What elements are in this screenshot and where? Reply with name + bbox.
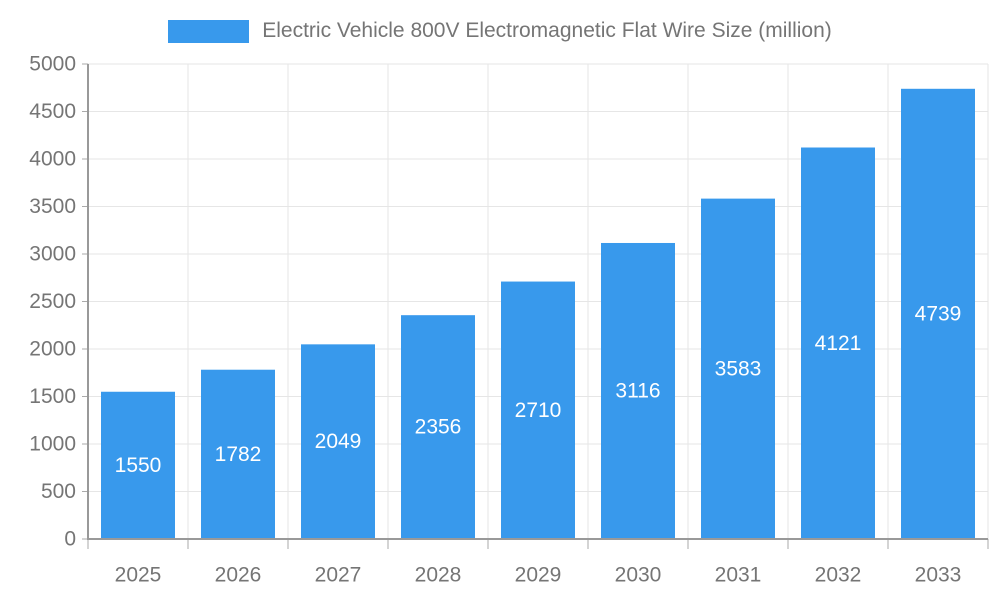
x-tick-label: 2025 (115, 564, 162, 587)
bar[interactable] (901, 88, 975, 540)
bar-value-label: 1782 (215, 443, 262, 466)
bar[interactable] (801, 147, 875, 539)
x-tick-label: 2026 (215, 564, 262, 587)
x-tick-label: 2030 (615, 564, 662, 587)
bar[interactable] (701, 198, 775, 540)
bar-value-label: 3583 (715, 357, 762, 380)
bar-value-label: 3116 (615, 379, 660, 402)
y-tick-label: 1000 (29, 433, 76, 456)
legend-item[interactable]: Electric Vehicle 800V Electromagnetic Fl… (0, 18, 1000, 44)
y-tick-label: 4000 (29, 148, 76, 171)
y-tick-label: 3500 (29, 195, 76, 218)
legend-label[interactable]: Electric Vehicle 800V Electromagnetic Fl… (262, 19, 832, 42)
bar-value-label: 4739 (915, 302, 962, 325)
y-tick-label: 0 (64, 528, 76, 551)
x-tick-label: 2029 (515, 564, 562, 587)
x-tick-label: 2028 (415, 564, 462, 587)
y-tick-label: 500 (41, 480, 76, 503)
bar[interactable] (601, 242, 675, 540)
bar[interactable] (401, 315, 475, 539)
y-tick-label: 2500 (29, 290, 76, 313)
y-tick-label: 5000 (29, 53, 76, 76)
bar[interactable] (501, 281, 575, 539)
y-tick-label: 2000 (29, 338, 76, 361)
x-tick-label: 2027 (315, 564, 362, 587)
bar-value-label: 2356 (415, 416, 462, 439)
x-tick-label: 2032 (815, 564, 862, 587)
y-tick-label: 1500 (29, 385, 76, 408)
bar[interactable] (201, 369, 275, 539)
legend-swatch[interactable] (168, 19, 250, 43)
x-tick-label: 2033 (915, 564, 962, 587)
bar[interactable] (101, 391, 175, 539)
y-tick-label: 3000 (29, 243, 76, 266)
bar-value-label: 2710 (515, 399, 562, 422)
bar-value-label: 4121 (815, 332, 862, 355)
x-tick-label: 2031 (715, 564, 762, 587)
bar-value-label: 1550 (115, 454, 162, 477)
y-tick-label: 4500 (29, 100, 76, 123)
bar-value-label: 2049 (315, 430, 362, 453)
bar[interactable] (301, 344, 375, 539)
